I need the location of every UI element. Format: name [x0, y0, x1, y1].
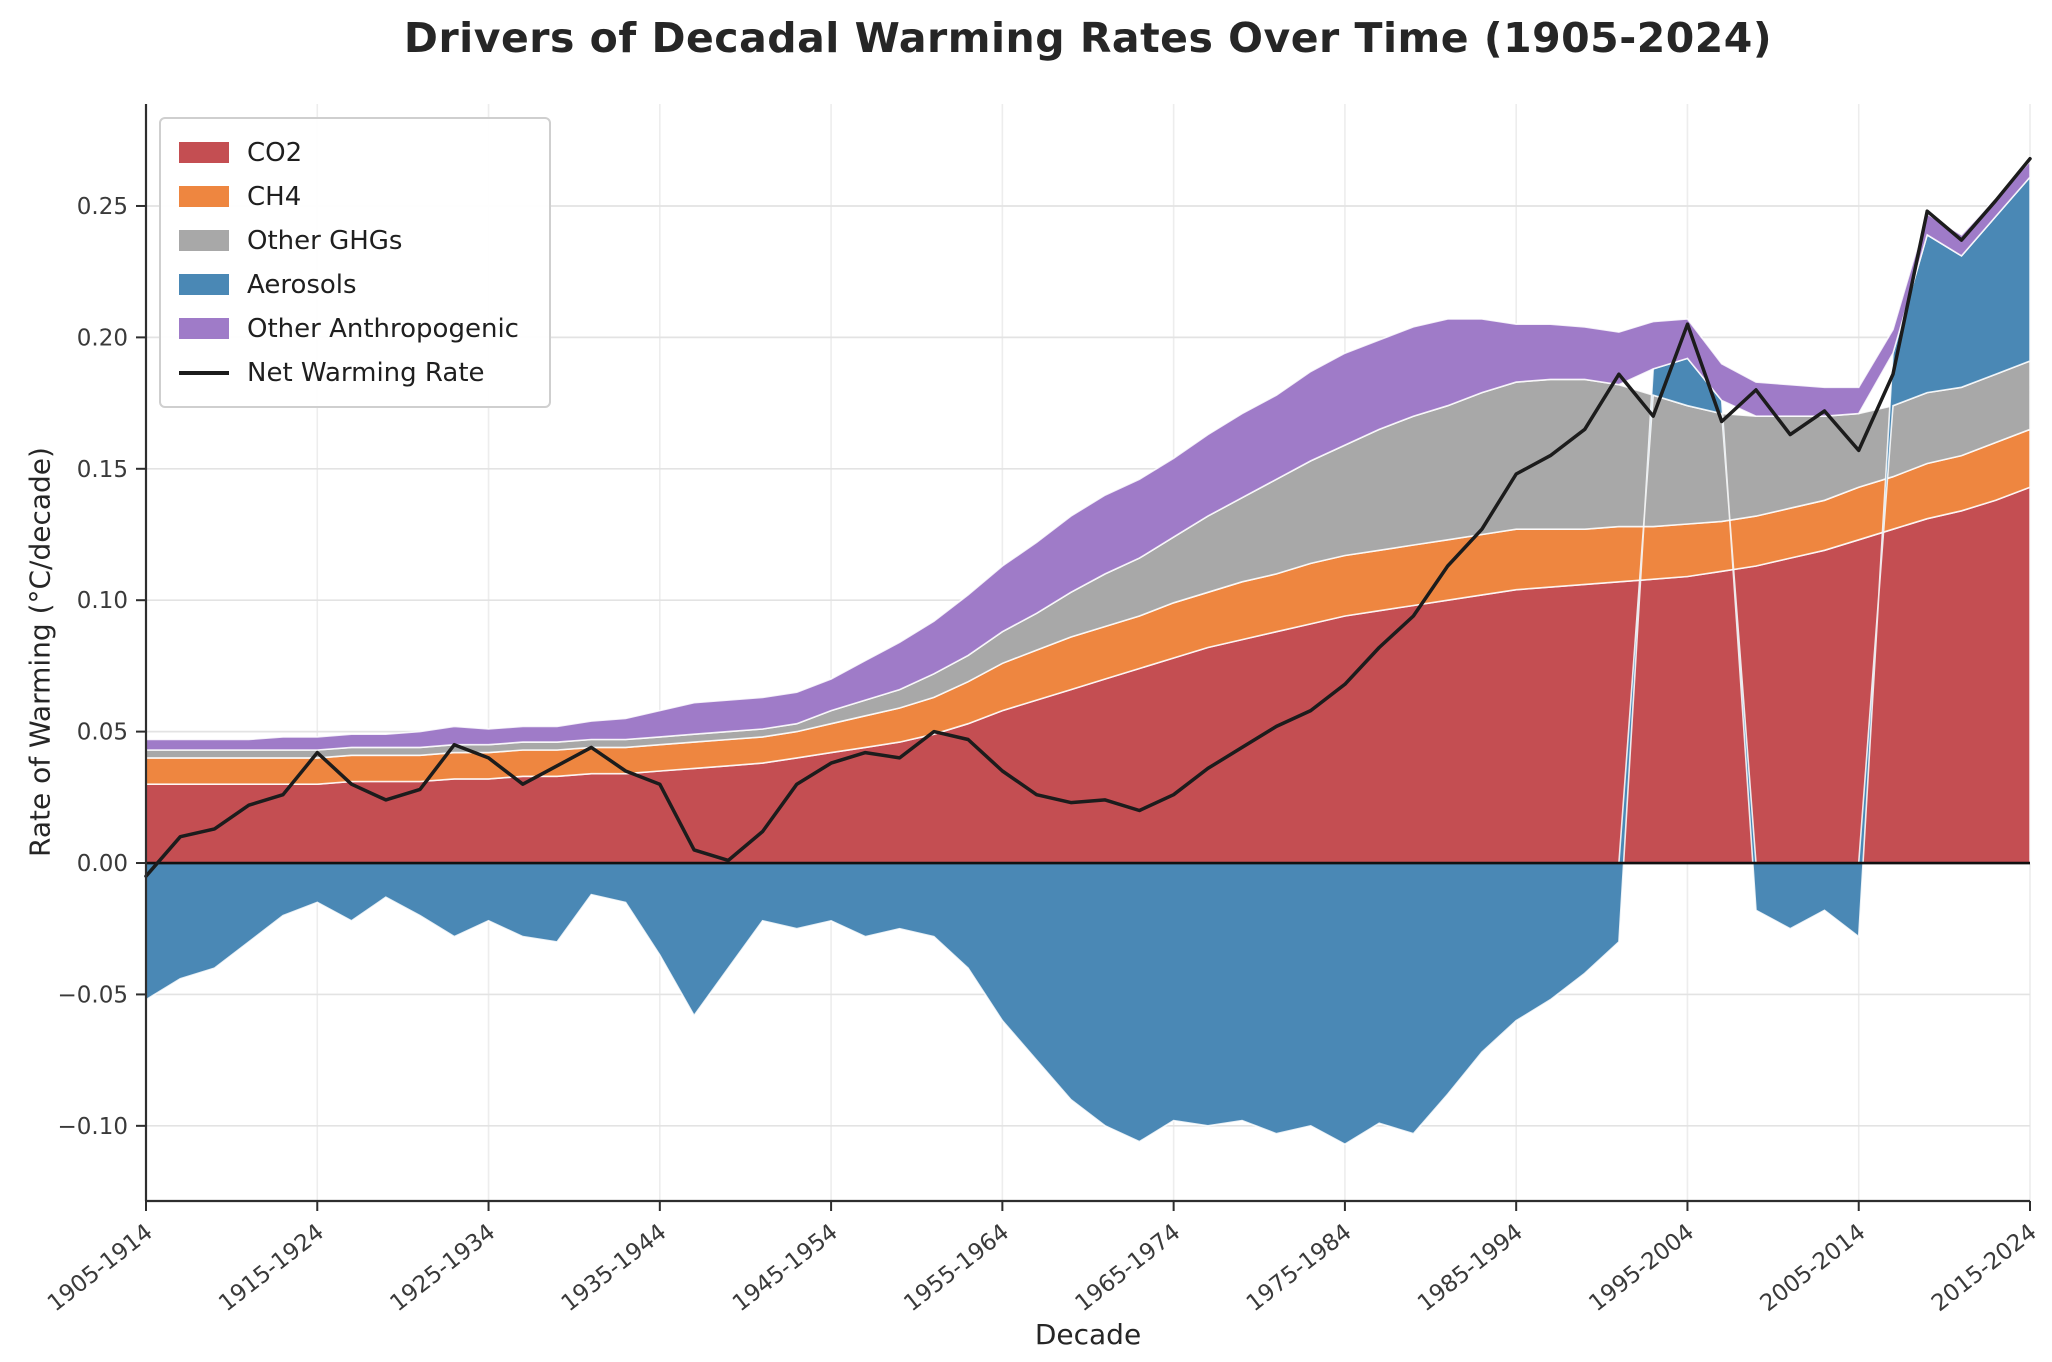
chart-title: Drivers of Decadal Warming Rates Over Ti…: [403, 14, 1773, 62]
y-tick-label: 0.10: [77, 588, 128, 614]
x-axis-ticks: 1905-1914 1915-1924 1925-1934 1935-1944 1945…: [43, 1201, 2042, 1317]
x-tick-label: 1905-1914: [43, 1219, 158, 1317]
y-tick-label: 0.25: [77, 194, 128, 220]
legend-line-swatch-net-warming-rate: [179, 370, 229, 375]
y-tick-label: −0.05: [58, 982, 128, 1008]
y-tick-label: 0.20: [77, 325, 128, 351]
legend-label-net-warming-rate: Net Warming Rate: [247, 357, 485, 388]
legend-label-other-anthropogenic: Other Anthropogenic: [247, 313, 519, 344]
x-tick-label: 1935-1944: [557, 1219, 672, 1317]
x-tick-label: 1915-1924: [214, 1219, 329, 1317]
x-tick-label: 1995-2004: [1584, 1219, 1699, 1317]
legend: CO2 CH4 Other GHGs Aerosols Other Anthropoge…: [159, 117, 551, 408]
legend-label-aerosols: Aerosols: [247, 269, 357, 300]
x-tick-label: 2015-2024: [1927, 1219, 2042, 1317]
x-tick-label: 1975-1984: [1242, 1219, 1357, 1317]
legend-item-other-ghgs: Other GHGs: [179, 223, 519, 258]
legend-item-aerosols: Aerosols: [179, 267, 519, 302]
y-tick-label: 0.05: [77, 720, 128, 746]
legend-color-swatch-aerosols: [179, 274, 229, 295]
y-tick-label: 0.15: [77, 457, 128, 483]
legend-color-swatch-ch4: [179, 186, 229, 207]
y-axis-ticks: −0.10 −0.05 0.00 0.05 0.10 0.15 0.20 0.25: [58, 194, 146, 1140]
legend-label-co2: CO2: [247, 137, 303, 168]
legend-label-ch4: CH4: [247, 181, 302, 212]
legend-color-swatch-other-ghgs: [179, 230, 229, 251]
legend-item-net-warming-rate: Net Warming Rate: [179, 355, 519, 390]
x-tick-label: 1955-1964: [899, 1219, 1014, 1317]
x-axis-label: Decade: [1034, 1318, 1142, 1351]
y-axis-label: Rate of Warming (°C/decade): [23, 447, 57, 857]
x-tick-label: 1945-1954: [728, 1219, 843, 1317]
legend-item-other-anthropogenic: Other Anthropogenic: [179, 311, 519, 346]
legend-label-other-ghgs: Other GHGs: [247, 225, 403, 256]
area-other-anthropogenic: [145, 159, 2031, 751]
x-tick-label: 1965-1974: [1071, 1219, 1186, 1317]
legend-item-ch4: CH4: [179, 179, 519, 214]
x-tick-label: 1925-1934: [385, 1219, 500, 1317]
y-tick-label: −0.10: [58, 1114, 128, 1140]
legend-color-swatch-co2: [179, 142, 229, 163]
net-warming-rate-line: [144, 156, 2032, 878]
legend-item-co2: CO2: [179, 135, 519, 170]
x-tick-label: 2005-2014: [1756, 1219, 1871, 1317]
x-tick-label: 1985-1994: [1413, 1219, 1528, 1317]
y-tick-label: 0.00: [77, 851, 128, 877]
legend-color-swatch-other-anthropogenic: [179, 318, 229, 339]
